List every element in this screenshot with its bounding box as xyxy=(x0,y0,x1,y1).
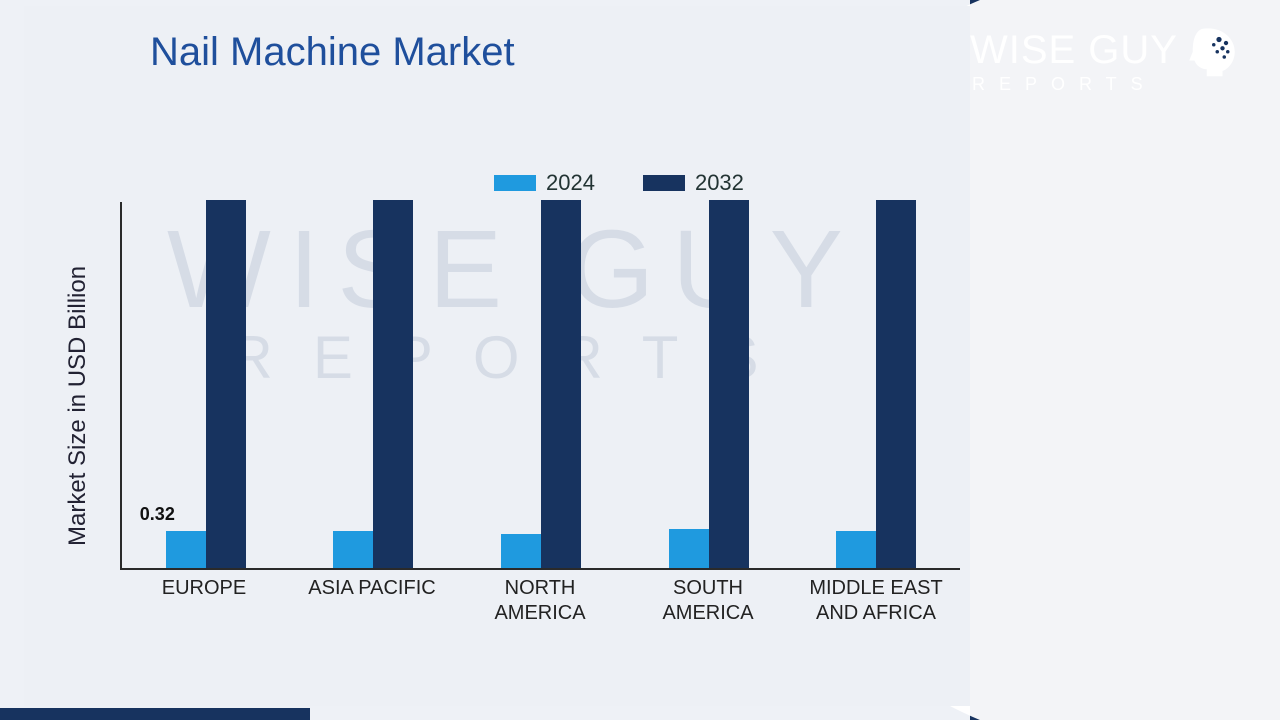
brand-text-1: WISE GUY xyxy=(970,28,1178,73)
legend-label-2032: 2032 xyxy=(695,170,744,196)
bar-2032 xyxy=(541,200,581,568)
bar-2032 xyxy=(373,200,413,568)
x-axis-labels: EUROPE ASIA PACIFIC NORTH AMERICA SOUTH AME… xyxy=(120,576,960,626)
chart-panel: Nail Machine Market WISE GUY REPORTS 202… xyxy=(24,6,970,706)
bar-2024 xyxy=(166,531,206,568)
bar-value-label: 0.32 xyxy=(140,504,175,525)
bar-group xyxy=(313,200,433,568)
x-axis-label: SOUTH AMERICA xyxy=(638,576,778,626)
brand-line1: WISE GUY xyxy=(970,22,1240,78)
stage: Nail Machine Market WISE GUY REPORTS 202… xyxy=(0,0,1280,720)
bar-2032 xyxy=(709,200,749,568)
legend-item-2032: 2032 xyxy=(643,170,744,196)
bar-2024 xyxy=(836,531,876,568)
bar-group xyxy=(481,200,601,568)
bar-2032 xyxy=(876,200,916,568)
bar-group xyxy=(649,200,769,568)
chart-title: Nail Machine Market xyxy=(150,30,515,75)
x-axis-label: MIDDLE EAST AND AFRICA xyxy=(806,576,946,626)
bar-2024 xyxy=(501,534,541,569)
bar-group xyxy=(816,200,936,568)
brand-logo: WISE GUY REPORTS xyxy=(970,22,1240,95)
legend-label-2024: 2024 xyxy=(546,170,595,196)
legend: 2024 2032 xyxy=(494,170,744,196)
plot-area: 0.32 xyxy=(120,202,960,570)
head-icon xyxy=(1184,22,1240,78)
bar-group: 0.32 xyxy=(146,200,266,568)
legend-swatch-2024 xyxy=(494,175,536,191)
y-axis-label: Market Size in USD Billion xyxy=(64,266,92,546)
bottom-accent-bar xyxy=(0,708,310,720)
bar-2024 xyxy=(333,531,373,568)
x-axis-label: ASIA PACIFIC xyxy=(302,576,442,626)
legend-swatch-2032 xyxy=(643,175,685,191)
x-axis-label: EUROPE xyxy=(134,576,274,626)
bar-groups: 0.32 xyxy=(122,202,960,568)
legend-item-2024: 2024 xyxy=(494,170,595,196)
bar-2032 xyxy=(206,200,246,568)
bar-2024 xyxy=(669,529,709,568)
x-axis-label: NORTH AMERICA xyxy=(470,576,610,626)
